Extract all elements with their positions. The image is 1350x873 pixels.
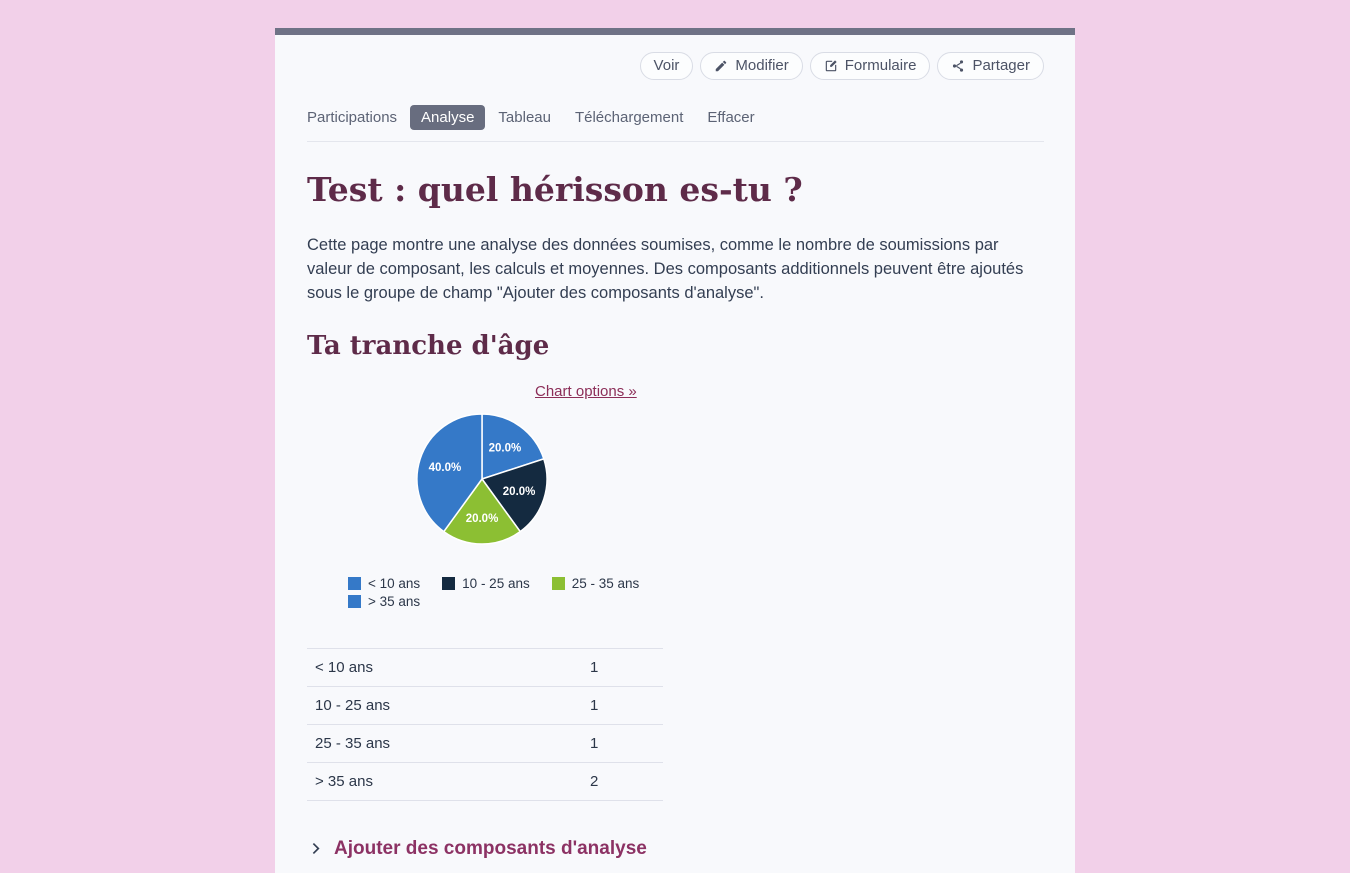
pie-slice-label: 20.0% <box>466 513 499 525</box>
formulaire-button[interactable]: Formulaire <box>809 52 931 80</box>
table-row-value: 1 <box>590 696 599 714</box>
legend-label: < 10 ans <box>368 575 421 591</box>
page-title: Test : quel hérisson es-tu ? <box>307 170 803 209</box>
table-row-label: 25 - 35 ans <box>315 734 391 752</box>
table-row: 25 - 35 ans 1 <box>307 723 663 762</box>
pie-slice <box>416 412 483 532</box>
pie-slice-label: 20.0% <box>489 442 522 454</box>
partager-button[interactable]: Partager <box>937 52 1044 80</box>
legend-label: 10 - 25 ans <box>462 575 530 591</box>
legend-item: > 35 ans <box>348 594 420 609</box>
add-components-toggle[interactable]: Ajouter des composants d'analyse <box>307 838 1044 860</box>
age-stats-table: < 10 ans 1 10 - 25 ans 1 25 - 35 ans 1 > 35 an… <box>307 647 663 801</box>
legend-swatch <box>442 576 456 590</box>
table-row: < 10 ans 1 <box>307 647 663 686</box>
table-row-label: < 10 ans <box>315 658 373 676</box>
chart-legend: < 10 ans 10 - 25 ans 25 - 35 ans > 35 ans <box>348 576 688 609</box>
pencil-icon <box>716 60 727 72</box>
chevron-right-icon <box>312 843 320 855</box>
add-components-label: Ajouter des composants d'analyse <box>334 837 647 859</box>
tab-effacer[interactable]: Effacer <box>707 109 755 126</box>
table-row: 10 - 25 ans 1 <box>307 685 663 724</box>
legend-item: 25 - 35 ans <box>551 575 640 591</box>
legend-item: 10 - 25 ans <box>442 576 530 591</box>
pie-slice <box>481 412 545 480</box>
content-card: Voir Modifier Formulaire Partager Partic… <box>275 28 1075 873</box>
legend-swatch <box>551 576 565 590</box>
section-title-age: Ta tranche d'âge <box>307 331 550 361</box>
pie-slice <box>443 477 521 545</box>
share-icon <box>953 60 964 72</box>
pie-chart: 20.0% 20.0% 20.0% 40.0% <box>416 412 548 545</box>
chart-options-link[interactable]: Chart options » <box>535 382 637 400</box>
pie-slice-label: 20.0% <box>503 486 536 498</box>
action-buttons: Voir Modifier Formulaire Partager <box>307 52 1044 80</box>
table-row-value: 1 <box>590 658 599 676</box>
legend-item: < 10 ans <box>348 576 420 591</box>
tab-analyse[interactable]: Analyse <box>410 105 486 130</box>
tab-telechargement[interactable]: Téléchargement <box>574 109 684 126</box>
table-row: > 35 ans 2 <box>307 761 663 801</box>
table-row-label: > 35 ans <box>315 772 373 790</box>
tab-participations[interactable]: Participations <box>307 109 398 126</box>
tab-bar: Participations Analyse Tableau Télécharg… <box>307 105 1044 142</box>
voir-button[interactable]: Voir <box>639 52 694 80</box>
legend-swatch <box>348 594 361 608</box>
modifier-button[interactable]: Modifier <box>700 52 803 80</box>
voir-button-label: Voir <box>653 57 680 74</box>
table-row-value: 1 <box>590 734 599 752</box>
formulaire-button-label: Formulaire <box>844 57 917 74</box>
legend-label: 25 - 35 ans <box>571 575 640 591</box>
table-row-label: 10 - 25 ans <box>315 696 391 714</box>
pie-slice <box>481 457 548 532</box>
partager-button-label: Partager <box>972 57 1030 74</box>
tab-tableau[interactable]: Tableau <box>498 109 551 126</box>
page-description: Cette page montre une analyse des donnée… <box>307 236 1024 302</box>
pie-slice-label: 40.0% <box>429 461 462 473</box>
legend-swatch <box>348 576 361 590</box>
edit-square-icon <box>825 60 837 72</box>
legend-label: > 35 ans <box>368 593 421 609</box>
modifier-button-label: Modifier <box>735 57 789 74</box>
table-row-value: 2 <box>590 772 599 790</box>
